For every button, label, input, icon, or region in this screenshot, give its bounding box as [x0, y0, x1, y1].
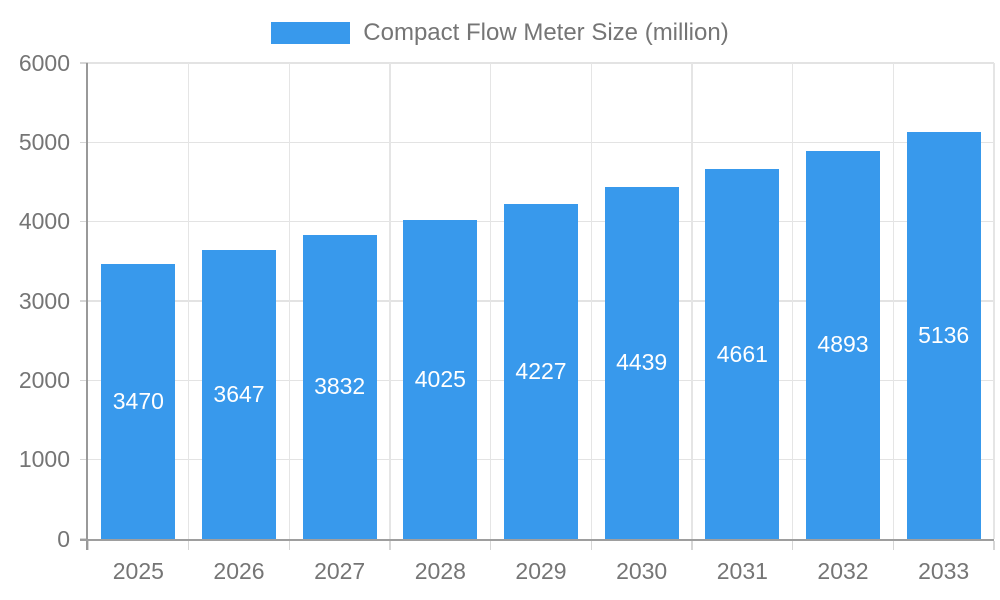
x-gridline: [590, 63, 593, 539]
x-axis-label: 2027: [314, 558, 366, 584]
bar[interactable]: [403, 219, 478, 539]
y-axis-line: [86, 63, 88, 550]
x-tick: [993, 541, 995, 550]
x-axis-label: 2031: [716, 558, 768, 584]
y-tick: [80, 141, 88, 144]
y-axis-label: 4000: [18, 208, 70, 235]
x-axis-label: 2025: [112, 558, 164, 584]
y-axis-label: 3000: [18, 287, 70, 314]
x-axis-label: 2028: [414, 558, 466, 584]
bar-value-label: 5136: [918, 321, 970, 348]
y-axis-label: 5000: [18, 128, 70, 155]
x-gridline: [993, 63, 995, 539]
bar-value-label: 4025: [414, 365, 466, 392]
x-axis-label: 2033: [918, 558, 970, 584]
bar[interactable]: [604, 186, 679, 539]
bar[interactable]: [806, 150, 880, 539]
bar[interactable]: [302, 234, 377, 539]
bar[interactable]: [504, 203, 578, 539]
bar-value-label: 3470: [112, 387, 164, 414]
x-tick: [87, 541, 89, 550]
bar[interactable]: [906, 131, 981, 539]
bar-value-label: 4439: [616, 349, 668, 376]
x-gridline: [691, 63, 693, 539]
y-tick: [80, 62, 88, 64]
x-gridline: [489, 63, 492, 539]
x-tick: [590, 541, 593, 550]
legend-label: Compact Flow Meter Size (million): [363, 19, 729, 46]
bar[interactable]: [101, 263, 176, 539]
y-axis-label: 1000: [18, 446, 70, 473]
x-tick: [389, 541, 391, 550]
x-tick: [288, 541, 291, 550]
x-gridline: [187, 63, 190, 539]
y-axis-label: 2000: [18, 366, 70, 393]
bar-value-label: 4661: [716, 340, 768, 367]
y-axis-label: 0: [57, 525, 70, 552]
x-tick: [791, 541, 794, 550]
x-axis-label: 2032: [817, 558, 869, 584]
legend-swatch-icon: [271, 22, 351, 44]
x-gridline: [791, 63, 794, 539]
x-tick: [489, 541, 492, 550]
y-tick: [80, 220, 88, 223]
bar-value-label: 3832: [314, 373, 366, 400]
legend[interactable]: Compact Flow Meter Size (million): [0, 19, 1000, 47]
y-gridline: [88, 141, 994, 144]
bar[interactable]: [705, 169, 780, 539]
x-axis-line: [80, 539, 994, 541]
bar-value-label: 4227: [515, 357, 567, 384]
x-gridline: [389, 63, 391, 539]
x-tick: [691, 541, 693, 550]
bar-value-label: 4893: [817, 331, 869, 358]
x-axis-label: 2030: [616, 558, 668, 584]
x-axis-label: 2029: [515, 558, 567, 584]
bar-value-label: 3647: [213, 380, 265, 407]
y-axis-label: 6000: [18, 49, 70, 76]
x-gridline: [288, 63, 291, 539]
y-tick: [80, 458, 88, 461]
y-gridline: [88, 62, 994, 64]
y-tick: [80, 379, 88, 382]
x-gridline: [892, 63, 895, 539]
x-tick: [892, 541, 895, 550]
bar[interactable]: [202, 249, 276, 539]
y-tick: [80, 300, 88, 302]
x-tick: [187, 541, 190, 550]
x-axis-label: 2026: [213, 558, 265, 584]
